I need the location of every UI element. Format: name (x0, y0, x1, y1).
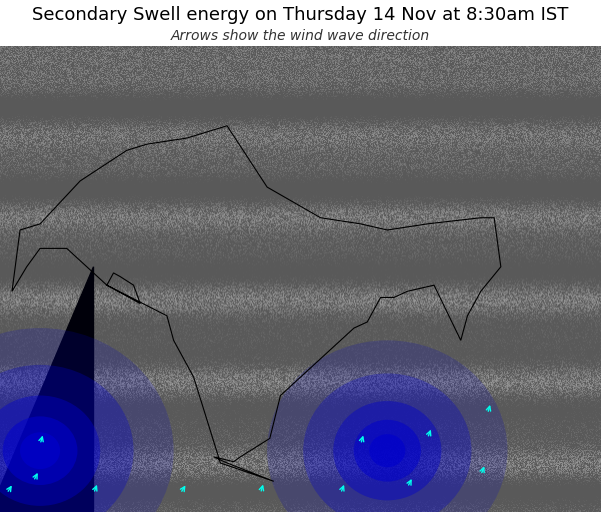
Circle shape (0, 395, 100, 506)
Circle shape (353, 420, 421, 482)
Circle shape (333, 401, 441, 500)
Polygon shape (0, 267, 94, 512)
Circle shape (20, 432, 60, 469)
Text: Secondary Swell energy on Thursday 14 Nov at 8:30am IST: Secondary Swell energy on Thursday 14 No… (32, 6, 569, 24)
Circle shape (0, 328, 174, 512)
Circle shape (369, 434, 405, 467)
Circle shape (0, 365, 133, 512)
Circle shape (267, 340, 507, 512)
Text: Arrows show the wind wave direction: Arrows show the wind wave direction (171, 29, 430, 43)
Circle shape (2, 416, 78, 485)
Circle shape (303, 373, 471, 512)
